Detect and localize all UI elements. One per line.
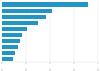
Bar — [2, 45, 18, 49]
Bar — [2, 9, 52, 13]
Bar — [2, 27, 27, 31]
Bar — [2, 51, 15, 55]
Bar — [2, 57, 13, 61]
Bar — [2, 15, 46, 19]
Bar — [2, 33, 22, 37]
Bar — [2, 39, 20, 43]
Bar — [2, 2, 88, 7]
Bar — [2, 21, 38, 25]
